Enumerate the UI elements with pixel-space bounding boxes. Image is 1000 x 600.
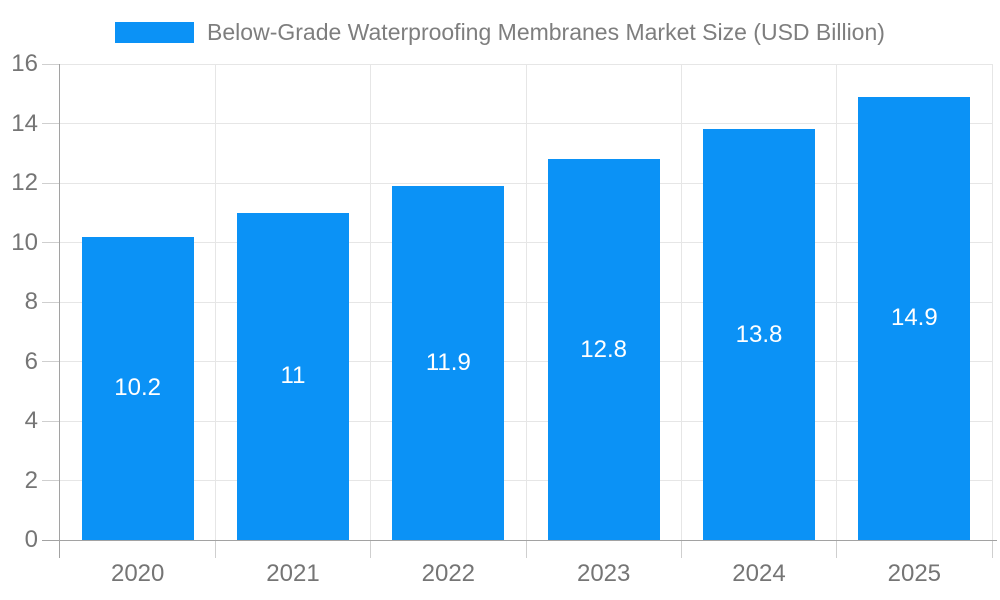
bar-2025[interactable]: 14.9 (858, 96, 971, 540)
x-axis-tick (991, 540, 993, 558)
y-axis-tick (42, 301, 60, 303)
bar-value-label: 13.8 (735, 320, 783, 348)
y-axis-tick (42, 361, 60, 362)
y-axis-label: 14 (11, 109, 38, 137)
x-axis-label-2025: 2025 (887, 560, 942, 587)
y-axis-tick (42, 123, 60, 124)
y-axis-label: 16 (11, 50, 38, 77)
x-axis-tick (525, 540, 527, 558)
y-axis-label: 4 (24, 407, 38, 434)
x-axis-tick (836, 540, 838, 558)
x-axis-label-2022: 2022 (421, 560, 476, 587)
bar-value-label: 11 (280, 362, 306, 390)
y-axis-tick (42, 242, 60, 243)
y-axis-label: 8 (24, 288, 38, 315)
y-axis-tick (42, 182, 60, 184)
y-axis-line (59, 64, 60, 558)
gridline-vertical (680, 64, 682, 540)
bar-2020[interactable]: 10.2 (81, 236, 194, 540)
y-axis-tick (42, 420, 60, 422)
bar-value-label: 14.9 (890, 304, 938, 332)
bar-value-label: 12.8 (580, 335, 628, 363)
y-axis-tick (42, 480, 60, 481)
bar-value-label: 10.2 (114, 374, 162, 402)
y-axis-label: 12 (11, 169, 38, 196)
gridline-vertical (991, 64, 993, 540)
x-axis-label-2020: 2020 (110, 560, 165, 587)
x-axis-tick (370, 540, 372, 558)
bar-2021[interactable]: 11 (237, 212, 349, 540)
y-axis-label: 0 (24, 526, 38, 553)
y-axis-tick (42, 63, 60, 65)
bar-2023[interactable]: 12.8 (547, 159, 660, 540)
bar-2024[interactable]: 13.8 (703, 129, 815, 540)
bar-2022[interactable]: 11.9 (392, 185, 505, 540)
bar-value-label: 11.9 (425, 348, 471, 376)
x-axis-label-2021: 2021 (266, 560, 320, 587)
legend-swatch-icon (115, 21, 195, 43)
gridline-vertical (370, 64, 372, 540)
x-axis-label-2024: 2024 (732, 560, 786, 587)
chart-title: Below-Grade Waterproofing Membranes Mark… (207, 19, 885, 45)
x-axis-tick (680, 540, 682, 558)
y-axis-label: 2 (24, 466, 38, 494)
x-axis-line (42, 540, 997, 541)
y-axis-label: 10 (11, 228, 38, 256)
gridline-vertical (214, 64, 216, 540)
y-axis-label: 6 (24, 347, 38, 375)
x-axis-label-2023: 2023 (576, 560, 631, 587)
x-axis-tick (214, 540, 216, 558)
gridline-vertical (836, 64, 838, 540)
gridline-vertical (525, 64, 527, 540)
legend[interactable]: Below-Grade Waterproofing Membranes Mark… (0, 20, 1000, 44)
